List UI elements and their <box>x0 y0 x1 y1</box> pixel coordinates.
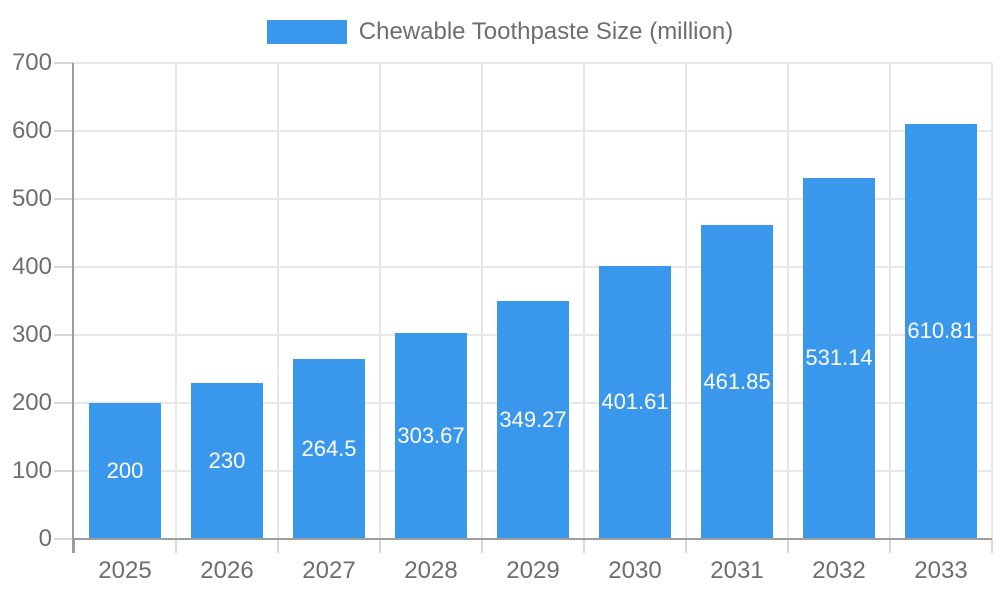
x-axis-label: 2033 <box>914 557 968 584</box>
gridline-h <box>74 198 992 200</box>
y-axis-label: 500 <box>11 185 52 212</box>
y-axis-label: 200 <box>11 389 52 416</box>
x-tick <box>889 539 891 553</box>
x-axis-label: 2026 <box>200 557 254 584</box>
x-axis-line <box>72 538 992 540</box>
x-axis-label: 2028 <box>404 557 458 584</box>
bar[interactable] <box>497 301 569 539</box>
x-axis-label: 2027 <box>302 557 356 584</box>
bar[interactable] <box>701 224 773 539</box>
legend[interactable]: Chewable Toothpaste Size (million) <box>0 18 1000 46</box>
x-tick <box>787 539 789 553</box>
bar-value-label: 349.27 <box>499 407 567 433</box>
y-tick <box>54 266 74 268</box>
bar[interactable] <box>293 359 365 539</box>
gridline-h <box>74 130 992 132</box>
bar-value-label: 401.61 <box>601 389 669 415</box>
x-axis-label: 2030 <box>608 557 662 584</box>
bar[interactable] <box>89 403 161 539</box>
x-tick <box>481 539 483 553</box>
gridline-v <box>277 63 279 539</box>
x-tick <box>991 539 993 553</box>
x-tick <box>583 539 585 553</box>
y-axis-label: 400 <box>11 253 52 280</box>
legend-label: Chewable Toothpaste Size (million) <box>358 18 734 45</box>
bar-value-label: 303.67 <box>397 422 465 448</box>
gridline-v <box>481 63 483 539</box>
gridline-v <box>685 63 687 539</box>
x-tick <box>685 539 687 553</box>
bar-value-label: 531.14 <box>805 345 873 371</box>
gridline-h <box>74 62 992 64</box>
bar-value-label: 230 <box>208 447 246 473</box>
bar-value-label: 264.5 <box>301 436 357 462</box>
gridline-h <box>74 266 992 268</box>
x-axis-label: 2029 <box>506 557 560 584</box>
y-tick <box>54 198 74 200</box>
gridline-v <box>583 63 585 539</box>
legend-swatch <box>266 20 347 44</box>
x-tick <box>175 539 177 553</box>
x-axis-label: 2031 <box>710 557 764 584</box>
bar[interactable] <box>395 332 467 539</box>
gridline-v <box>379 63 381 539</box>
y-tick <box>54 470 74 472</box>
gridline-v <box>991 63 993 539</box>
x-tick <box>277 539 279 553</box>
x-tick <box>379 539 381 553</box>
y-axis-line <box>72 63 74 553</box>
bar[interactable] <box>803 177 875 539</box>
y-tick <box>54 402 74 404</box>
y-tick <box>54 62 74 64</box>
bar-value-label: 610.81 <box>907 318 975 344</box>
x-tick <box>73 539 75 553</box>
gridline-v <box>787 63 789 539</box>
y-axis-label: 0 <box>38 525 52 552</box>
y-axis-label: 700 <box>11 49 52 76</box>
bar[interactable] <box>905 123 977 539</box>
y-axis-label: 100 <box>11 457 52 484</box>
y-tick <box>54 130 74 132</box>
x-axis-label: 2032 <box>812 557 866 584</box>
bar[interactable] <box>191 382 263 539</box>
bar-value-label: 200 <box>106 458 144 483</box>
gridline-v <box>175 63 177 539</box>
gridline-v <box>889 63 891 539</box>
y-tick <box>54 334 74 336</box>
x-axis-label: 2025 <box>98 557 152 584</box>
bar[interactable] <box>599 265 671 539</box>
y-axis-label: 300 <box>11 321 52 348</box>
bar-value-label: 461.85 <box>703 368 771 394</box>
y-tick <box>54 538 74 540</box>
y-axis-label: 600 <box>11 117 52 144</box>
